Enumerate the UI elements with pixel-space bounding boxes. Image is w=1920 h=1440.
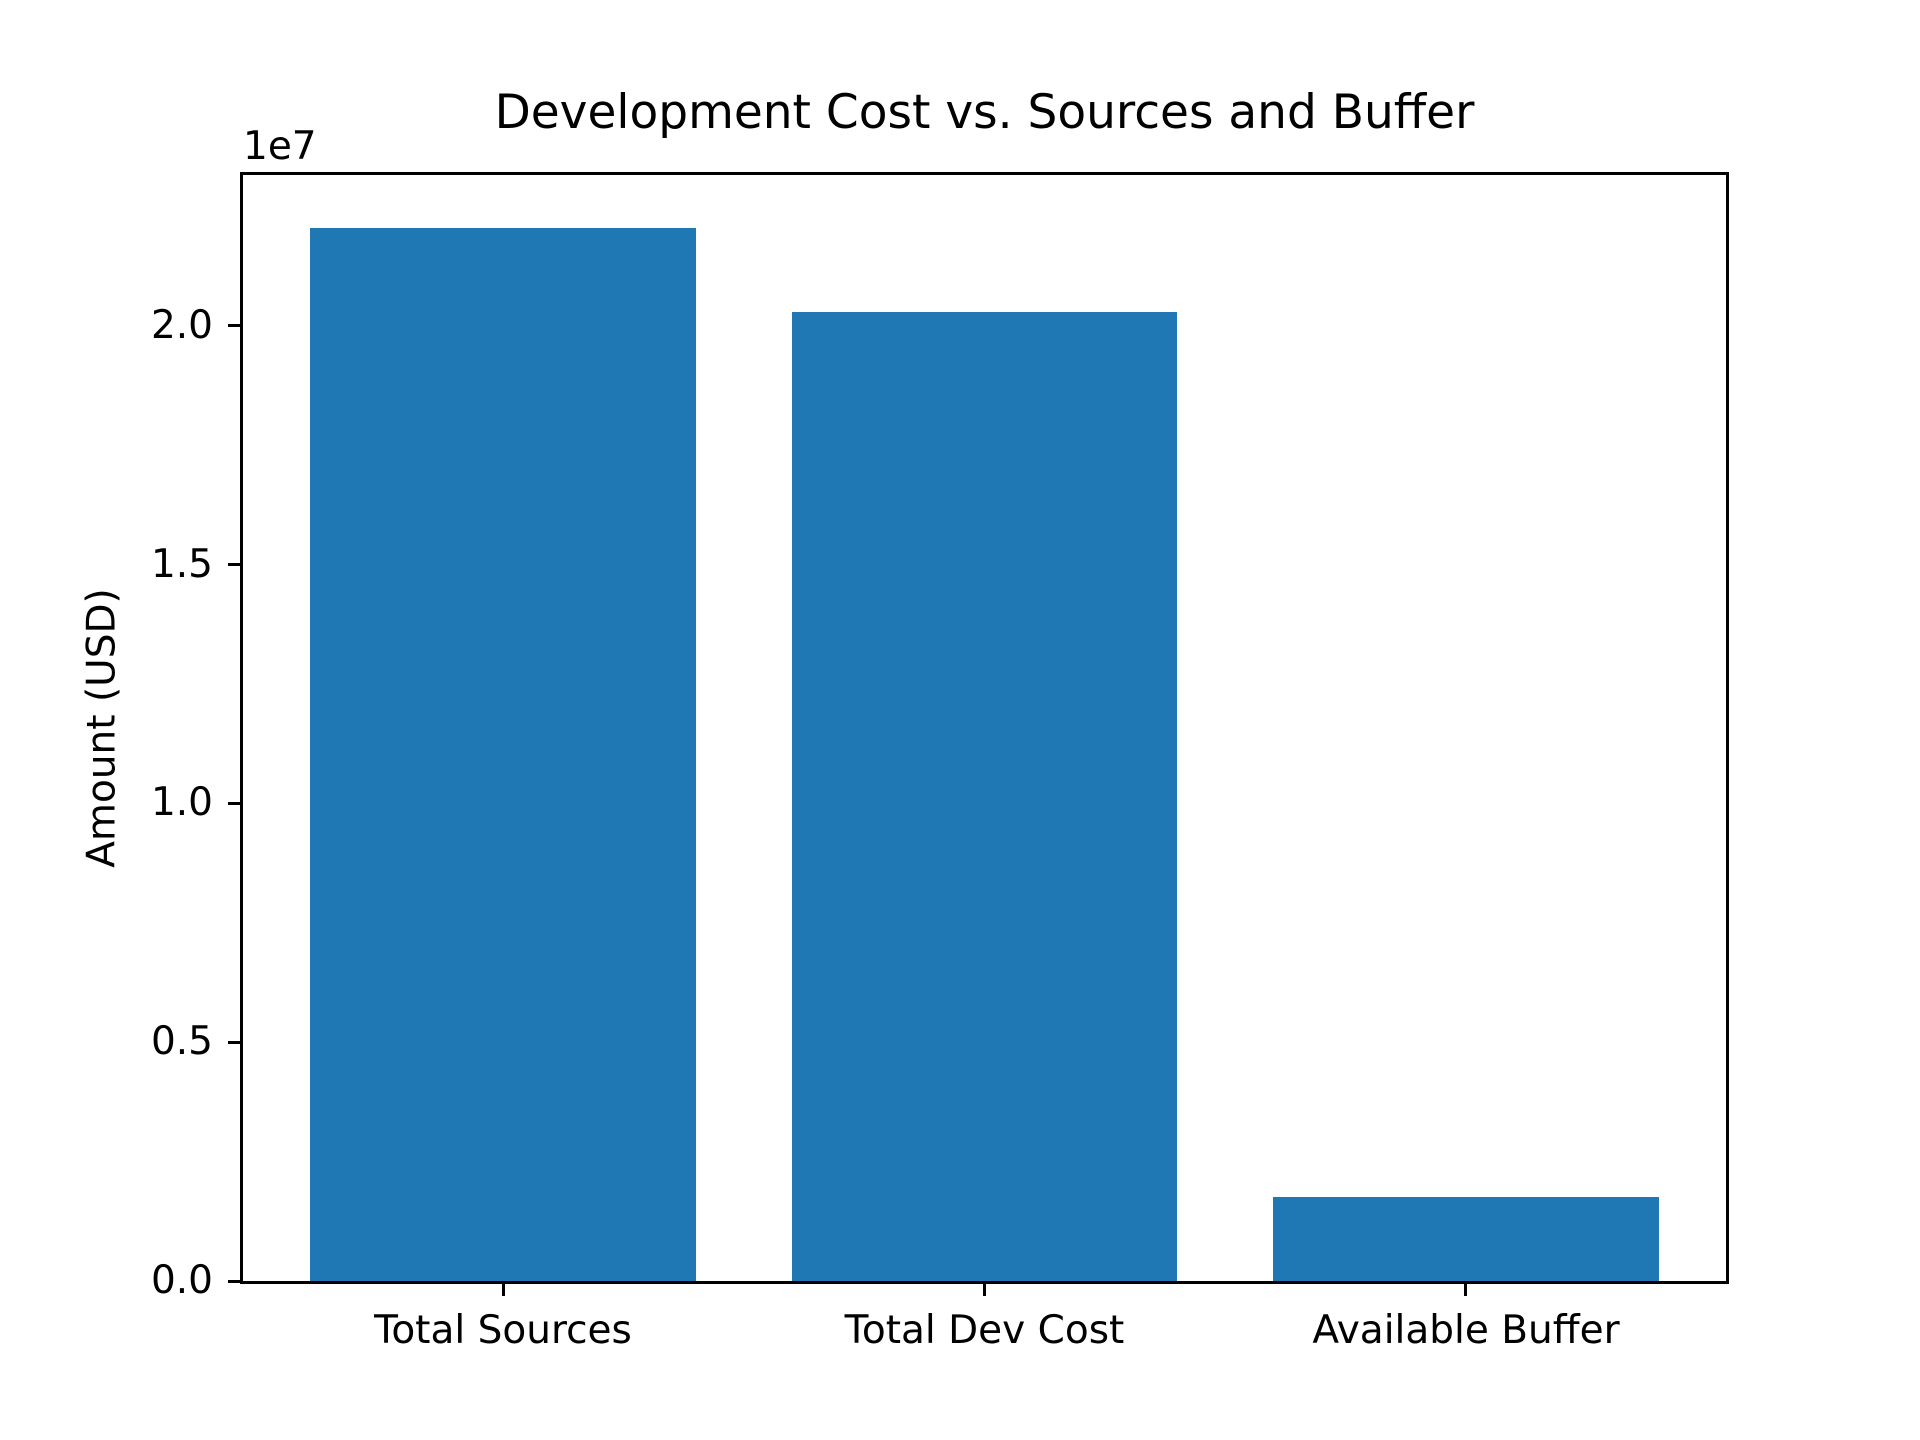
x-tick-mark xyxy=(983,1284,986,1296)
plot-area: Total Sources Total Dev Cost Available Buf… xyxy=(151,172,1729,1353)
x-tick-mark xyxy=(501,1284,505,1296)
y-tick-label-1.5: 1.5 xyxy=(150,541,213,587)
y-tick-mark xyxy=(228,801,240,805)
y-tick-label-2.0: 2.0 xyxy=(150,302,213,348)
y-tick-mark xyxy=(228,324,240,328)
x-tick-label-total-dev-cost: Total Dev Cost xyxy=(844,1308,1125,1353)
bar-total-dev-cost xyxy=(791,311,1178,1281)
y-tick-mark xyxy=(228,1279,240,1283)
y-axis-offset-label: 1e7 xyxy=(243,124,317,169)
x-tick-mark xyxy=(1464,1284,1468,1296)
y-tick-label-0.0: 0.0 xyxy=(150,1258,213,1303)
x-tick-label-available-buffer: Available Buffer xyxy=(1312,1308,1620,1353)
y-tick-mark xyxy=(228,563,240,567)
y-tick-mark xyxy=(228,1040,240,1044)
bar-total-sources xyxy=(310,228,696,1281)
bar-available-buffer xyxy=(1273,1197,1659,1281)
y-tick-label-1.0: 1.0 xyxy=(150,780,213,826)
x-tick-label-total-sources: Total Sources xyxy=(374,1308,632,1353)
y-tick-label-0.5: 0.5 xyxy=(150,1019,213,1065)
chart-title: Development Cost vs. Sources and Buffer xyxy=(494,85,1475,140)
y-axis-label: Amount (USD) xyxy=(79,588,125,868)
